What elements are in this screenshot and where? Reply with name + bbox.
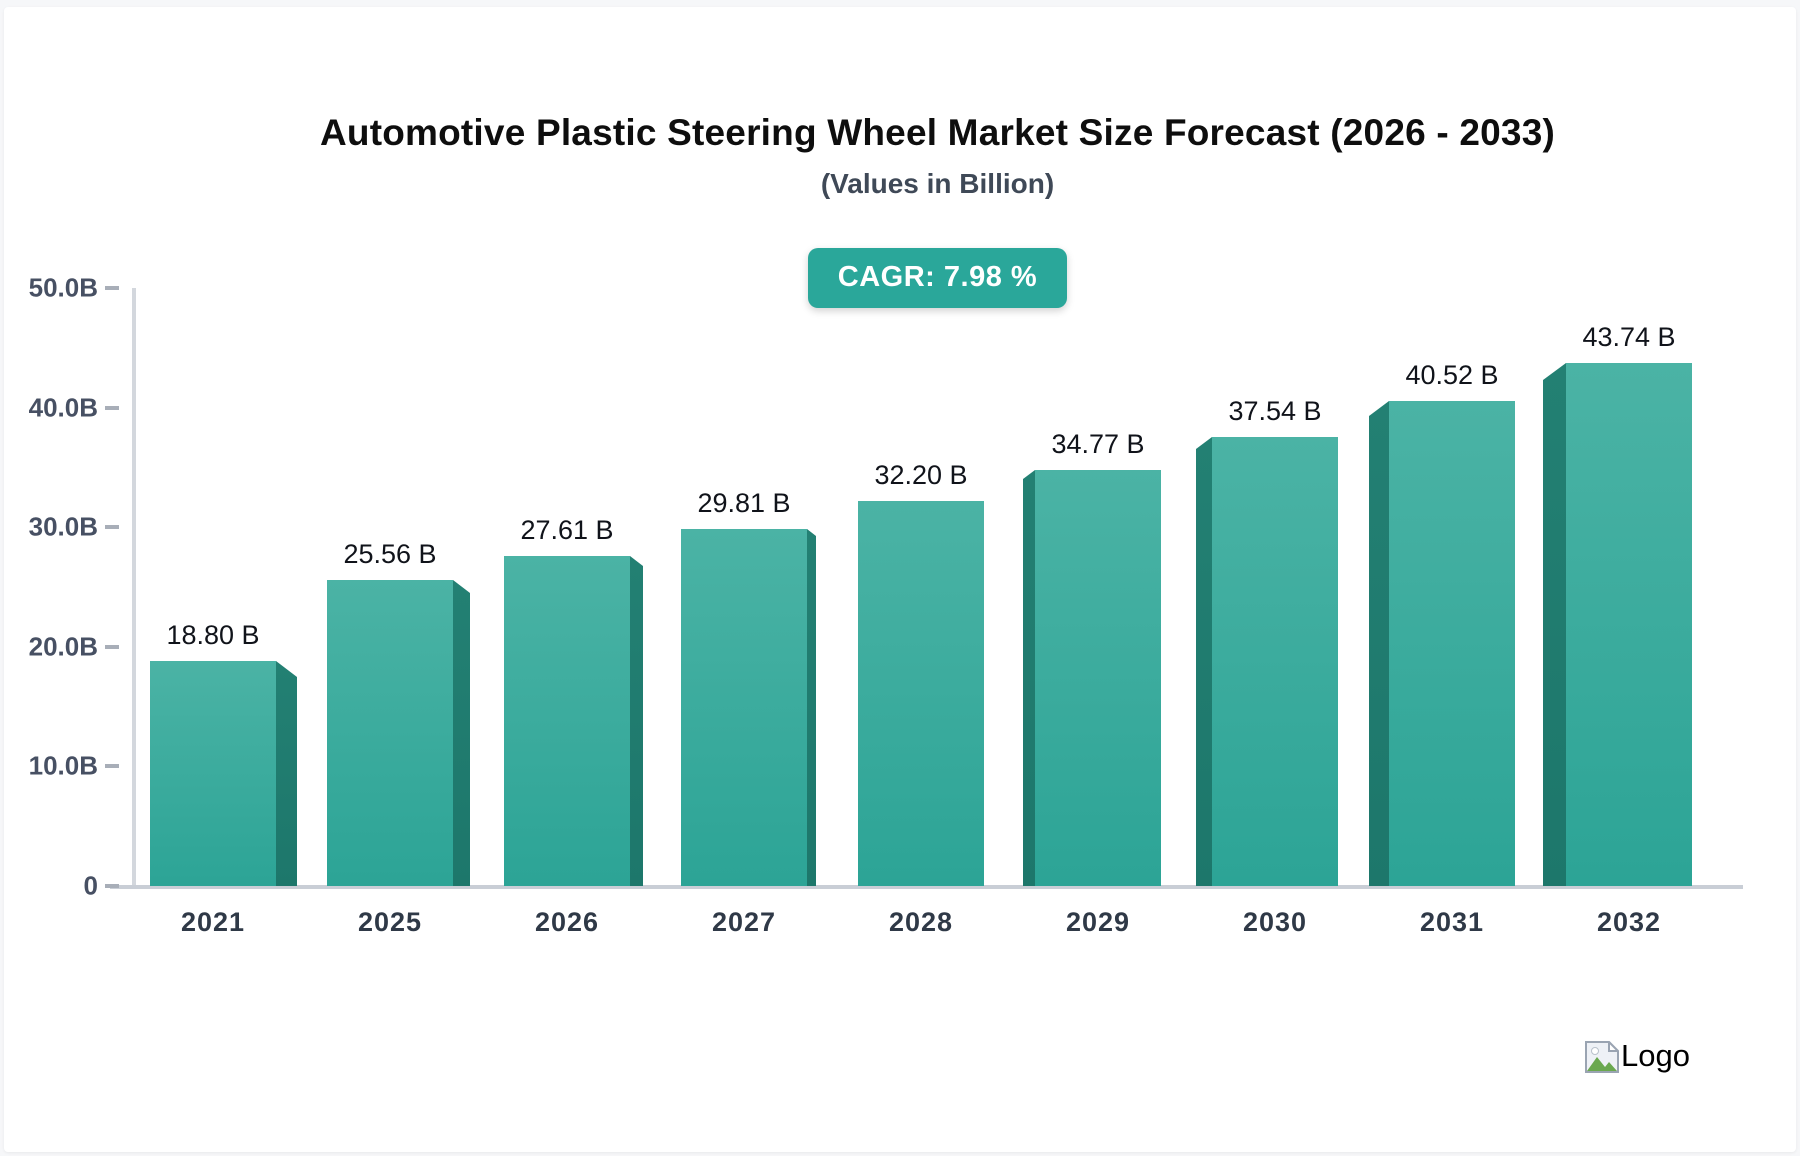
y-tick-mark <box>105 286 119 290</box>
y-axis-line <box>132 288 136 886</box>
x-axis-baseline <box>110 885 1743 889</box>
y-tick-mark <box>105 525 119 530</box>
bar-2025[interactable] <box>327 580 453 886</box>
bar-side-2032 <box>1543 363 1566 886</box>
logo: Logo <box>1585 1038 1690 1074</box>
bar-2028[interactable] <box>858 501 984 886</box>
bar-2027[interactable] <box>681 529 807 886</box>
y-tick-label: 50.0B <box>28 272 98 303</box>
bar-side-2029 <box>1023 470 1035 886</box>
y-tick-mark <box>105 405 119 410</box>
bar-2031[interactable] <box>1389 401 1515 886</box>
cagr-badge: CAGR: 7.98 % <box>807 248 1068 308</box>
x-axis-label-2031: 2031 <box>1419 907 1485 937</box>
x-axis-label-2029: 2029 <box>1065 907 1131 937</box>
bar-2032[interactable] <box>1566 363 1692 886</box>
y-tick-label: 10.0B <box>28 750 98 781</box>
bar-side-2030 <box>1196 437 1212 886</box>
y-tick-label: 0 <box>83 870 98 901</box>
bar-value-label: 40.52 B <box>1405 360 1499 390</box>
chart-title: Automotive Plastic Steering Wheel Market… <box>319 112 1556 153</box>
logo-alt-text: Logo <box>1621 1038 1690 1073</box>
y-tick-mark <box>105 884 119 888</box>
cagr-badge-container: CAGR: 7.98 % <box>132 248 1743 308</box>
bar-2029[interactable] <box>1035 470 1161 886</box>
x-axis-label-2026: 2026 <box>534 907 600 937</box>
bar-value-label: 27.61 B <box>520 515 614 545</box>
x-axis-label-2028: 2028 <box>888 907 954 937</box>
bar-value-label: 43.74 B <box>1582 322 1676 352</box>
y-tick-mark <box>105 644 119 649</box>
bar-value-label: 18.80 B <box>166 620 260 650</box>
bar-side-2025 <box>453 580 470 886</box>
bar-side-2026 <box>630 556 643 886</box>
bar-2021[interactable] <box>150 661 276 886</box>
y-tick-mark <box>105 764 119 769</box>
bar-value-label: 25.56 B <box>343 539 437 569</box>
x-axis-label-2025: 2025 <box>357 907 423 937</box>
chart-subtitle: (Values in Billion) <box>820 168 1055 199</box>
plot-area: 50.0B 40.0B 30.0B 20.0B 10.0B 0 18.80 B 2021 25.… <box>29 273 1743 937</box>
x-axis-label-2032: 2032 <box>1596 907 1662 937</box>
x-axis-label-2027: 2027 <box>711 907 777 937</box>
bar-value-label: 34.77 B <box>1051 429 1145 459</box>
bar-value-label: 29.81 B <box>697 488 791 518</box>
bar-2030[interactable] <box>1212 437 1338 886</box>
y-tick-label: 30.0B <box>28 511 98 542</box>
broken-image-icon <box>1585 1041 1619 1073</box>
y-tick-label: 40.0B <box>28 392 98 423</box>
bar-value-label: 37.54 B <box>1228 396 1322 426</box>
bar-value-label: 32.20 B <box>874 460 968 490</box>
bar-side-2031 <box>1369 401 1389 886</box>
bar-side-2021 <box>276 661 297 886</box>
bar-2026[interactable] <box>504 556 630 886</box>
x-axis-label-2030: 2030 <box>1242 907 1308 937</box>
y-tick-label: 20.0B <box>28 631 98 662</box>
bar-side-2027 <box>807 529 816 886</box>
x-axis-label-2021: 2021 <box>180 907 246 937</box>
